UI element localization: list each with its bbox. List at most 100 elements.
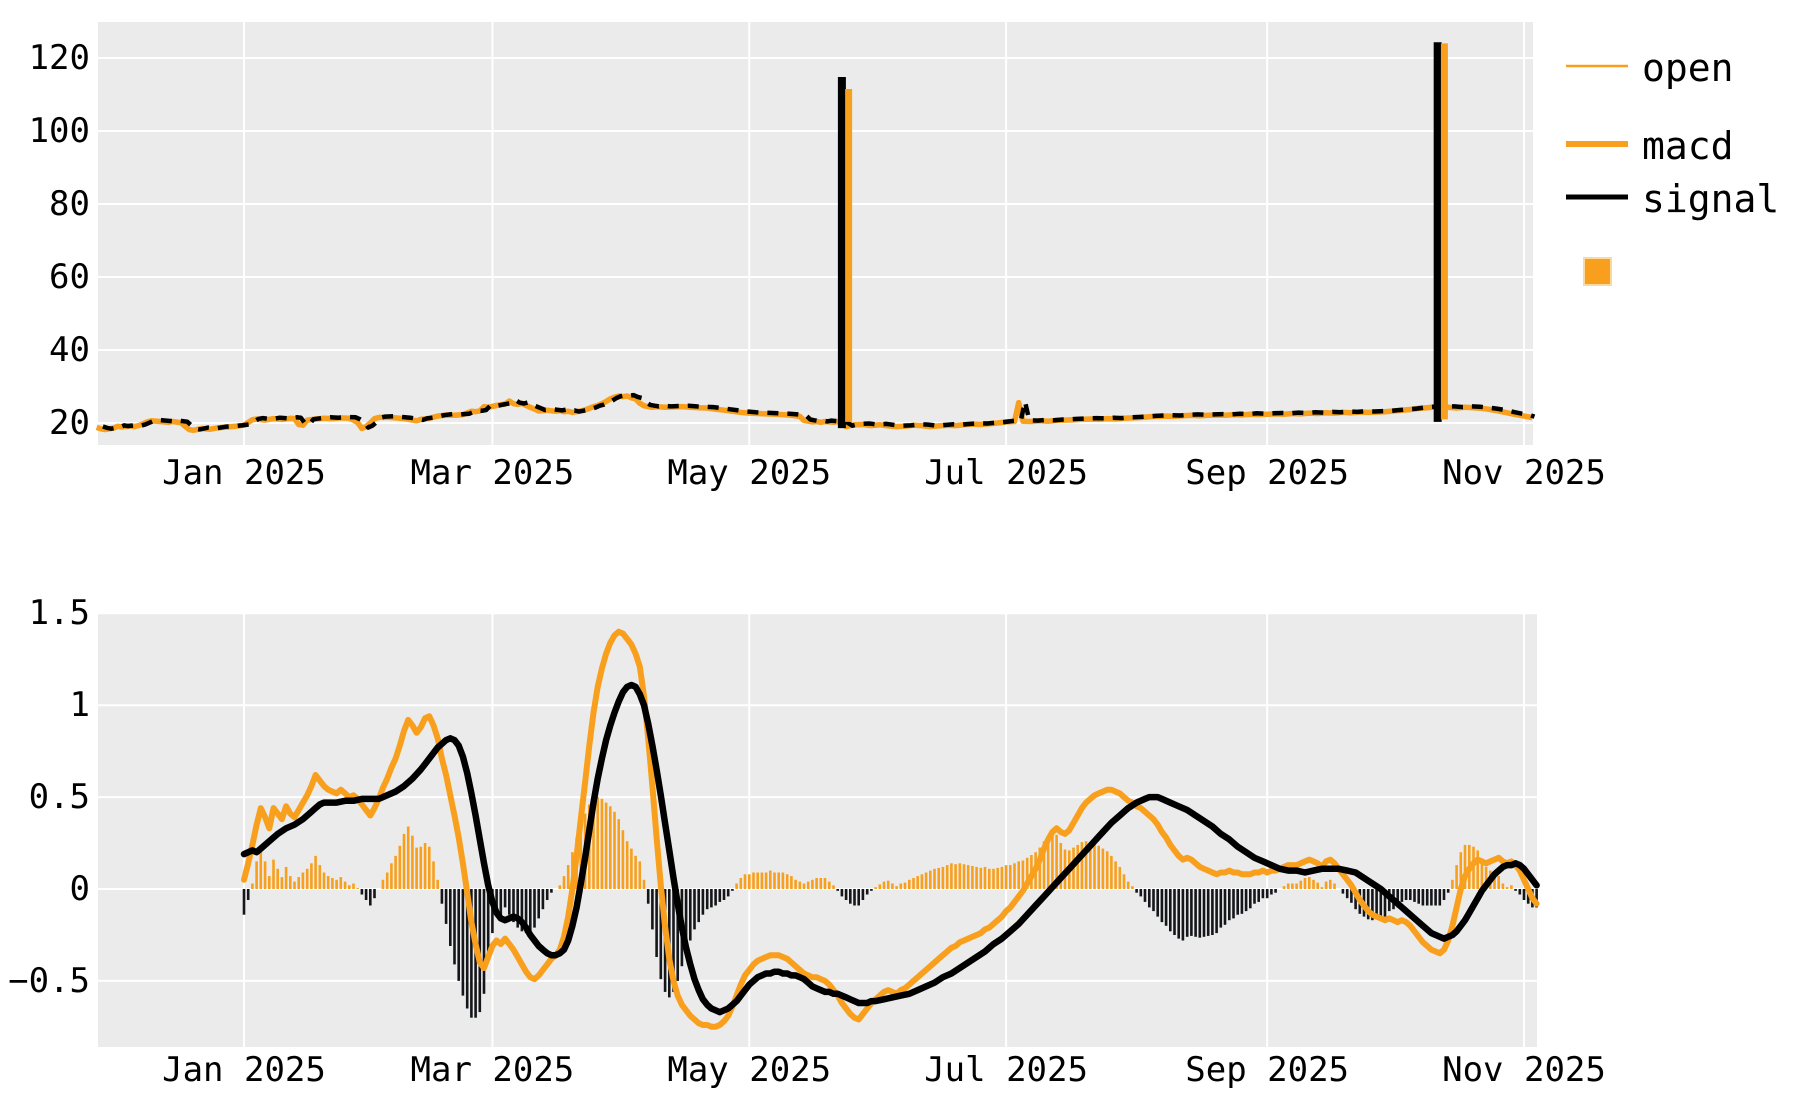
histogram-bar [537, 889, 540, 919]
histogram-bar [874, 887, 877, 889]
histogram-bar [1228, 889, 1231, 921]
histogram-bar [689, 889, 692, 941]
histogram-bar [992, 868, 995, 889]
histogram-bar [314, 855, 317, 889]
histogram-bar [1185, 889, 1189, 937]
histogram-bar [630, 848, 633, 889]
histogram-bar [242, 889, 246, 915]
histogram-bar [933, 868, 936, 889]
histogram-bar [482, 889, 486, 994]
histogram-bar [272, 859, 275, 889]
histogram-bar [815, 878, 818, 889]
histogram-bar [541, 889, 545, 910]
histogram-bar [823, 878, 827, 889]
histogram-bar [1013, 863, 1016, 889]
histogram-bar [1383, 889, 1387, 917]
histogram-bar [1219, 889, 1223, 928]
histogram-bar [697, 889, 700, 923]
histogram-bar [739, 878, 743, 889]
histogram-bar [1105, 851, 1109, 889]
histogram-bar [457, 889, 460, 981]
histogram-bar [1493, 874, 1496, 889]
histogram-bar [1366, 889, 1370, 920]
histogram-bar [1295, 883, 1298, 889]
histogram-bar [406, 826, 410, 889]
histogram-bar [1097, 845, 1100, 889]
histogram-bar [1510, 885, 1513, 889]
histogram-bar [369, 889, 372, 906]
histogram-bar [1375, 889, 1378, 920]
top-y-tick-label: 60 [49, 257, 90, 297]
histogram-bar [499, 889, 503, 915]
histogram-bar [562, 876, 566, 889]
histogram-bar [806, 881, 810, 889]
histogram-bar [1223, 889, 1227, 925]
histogram-bar [1198, 889, 1202, 938]
histogram-bar [794, 879, 797, 889]
histogram-bar [373, 889, 376, 899]
histogram-bar [1122, 874, 1126, 889]
histogram-bar [899, 883, 903, 889]
legend-item-macd: macd [1566, 123, 1734, 169]
histogram-bar [1232, 889, 1235, 919]
histogram-bar [339, 877, 343, 889]
histogram-bar [1396, 889, 1399, 908]
histogram-bar [1017, 861, 1020, 889]
legend-line-swatch-icon [1566, 121, 1630, 171]
histogram-bar [470, 889, 473, 1018]
histogram-bar [642, 879, 646, 889]
histogram-bar [318, 865, 322, 889]
histogram-bar [461, 889, 465, 996]
legend-line-swatch-icon [1566, 43, 1630, 93]
histogram-bar [832, 885, 835, 889]
histogram-bar [752, 872, 755, 889]
histogram-bar [996, 867, 999, 889]
histogram-bar [865, 889, 869, 895]
histogram-bar [798, 881, 802, 889]
histogram-bar [1451, 879, 1454, 889]
histogram-bar [394, 855, 397, 889]
histogram-bar [937, 867, 940, 889]
histogram-bar [268, 876, 271, 889]
histogram-bar [655, 889, 658, 957]
histogram-bar [516, 889, 519, 928]
histogram-bar [352, 883, 355, 889]
top-y-tick-label: 100 [28, 111, 90, 151]
histogram-bar [764, 872, 768, 889]
histogram-bar [284, 866, 288, 889]
histogram-bar [882, 881, 886, 889]
histogram-bar [533, 889, 536, 928]
histogram-bar [1211, 889, 1214, 935]
histogram-bar [950, 863, 953, 889]
histogram-bar [1421, 889, 1425, 906]
histogram-bar [1438, 889, 1442, 906]
histogram-bar [1160, 889, 1164, 923]
histogram-bar [1463, 844, 1467, 889]
histogram-bar [958, 863, 962, 889]
histogram-bar [853, 889, 856, 906]
histogram-bar [390, 863, 393, 889]
histogram-bar [1354, 889, 1357, 910]
histogram-bar [979, 867, 983, 889]
histogram-bar [785, 874, 789, 889]
histogram-bar [1291, 883, 1294, 889]
histogram-bar [1135, 889, 1138, 893]
histogram-bar [1249, 889, 1252, 909]
histogram-bar [1345, 889, 1349, 899]
histogram-bar [432, 861, 435, 889]
histogram-bar [508, 889, 511, 915]
top-x-tick-label: May 2025 [667, 453, 832, 493]
histogram-bar [718, 889, 722, 902]
histogram-bar [1459, 852, 1463, 889]
bottom-y-tick-label: 1.5 [28, 593, 90, 634]
histogram-bar [1156, 889, 1159, 917]
histogram-bar [705, 889, 709, 910]
histogram-bar [297, 877, 300, 889]
histogram-bar [326, 876, 330, 889]
histogram-bar [1526, 889, 1530, 904]
histogram-bar [520, 889, 524, 932]
histogram-bar [1434, 889, 1437, 906]
histogram-bar [609, 806, 612, 889]
histogram-bar [617, 819, 620, 889]
histogram-bar [1164, 889, 1168, 926]
